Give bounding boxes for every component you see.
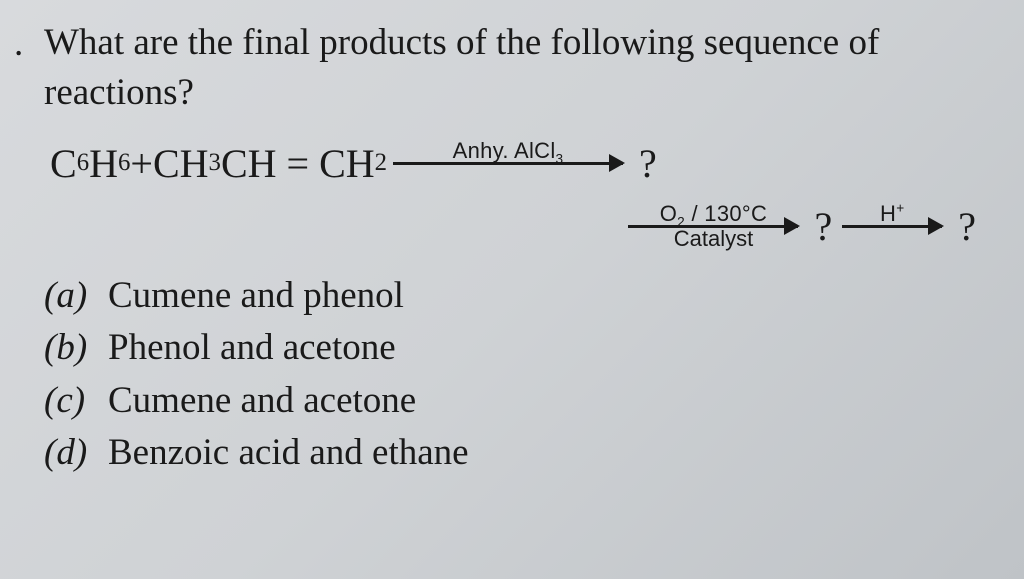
arrow-3-label-top: H+ — [880, 201, 904, 227]
plus-sign: + — [130, 140, 153, 187]
arrow-2 — [628, 225, 798, 228]
question-bullet: . — [14, 22, 23, 65]
option-d-letter: (d) — [44, 427, 108, 480]
arrow-1-label: Anhy. AlCl3 — [453, 138, 564, 164]
option-c: (c) Cumene and acetone — [44, 375, 994, 428]
reagent-chch2: CH = CH — [221, 140, 375, 187]
option-b: (b) Phenol and acetone — [44, 322, 994, 375]
option-c-text: Cumene and acetone — [108, 375, 416, 428]
arrow2-top-b: / 130°C — [685, 201, 767, 226]
arrow-1-bottom-spacer — [505, 163, 511, 189]
arrow-2-wrap: O2 / 130°C Catalyst — [628, 201, 798, 252]
arrow-3-wrap: H+ — [842, 201, 942, 252]
options-list: (a) Cumene and phenol (b) Phenol and ace… — [44, 270, 994, 480]
arrow2-top-a: O — [660, 201, 677, 226]
option-d-text: Benzoic acid and ethane — [108, 427, 469, 480]
reagent-c: C — [50, 140, 77, 187]
option-b-letter: (b) — [44, 322, 108, 375]
reagent-ch3: CH — [153, 140, 209, 187]
product-3-q: ? — [958, 203, 976, 250]
arrow-2-label-bottom: Catalyst — [674, 226, 753, 252]
option-a: (a) Cumene and phenol — [44, 270, 994, 323]
arrow-3-bottom-spacer — [889, 226, 895, 252]
reagent-h: H — [89, 140, 118, 187]
arrow3-sup: + — [896, 201, 904, 216]
arrow-2-label-top: O2 / 130°C — [660, 201, 767, 227]
option-d: (d) Benzoic acid and ethane — [44, 427, 994, 480]
question-text: What are the final products of the follo… — [44, 18, 994, 118]
option-b-text: Phenol and acetone — [108, 322, 396, 375]
arrow-1 — [393, 162, 623, 165]
arrow-3 — [842, 225, 942, 228]
option-a-letter: (a) — [44, 270, 108, 323]
option-a-text: Cumene and phenol — [108, 270, 404, 323]
reaction-line-1: C6H6 + CH3CH = CH2 Anhy. AlCl3 ? — [50, 138, 994, 189]
arrow3-top: H — [880, 201, 896, 226]
arrow1-top-a: Anhy. AlCl — [453, 138, 556, 163]
product-1-q: ? — [639, 140, 657, 187]
arrow-1-wrap: Anhy. AlCl3 — [393, 138, 623, 189]
option-c-letter: (c) — [44, 375, 108, 428]
product-2-q: ? — [814, 203, 832, 250]
reaction-line-2: O2 / 130°C Catalyst ? H+ ? — [44, 201, 994, 252]
